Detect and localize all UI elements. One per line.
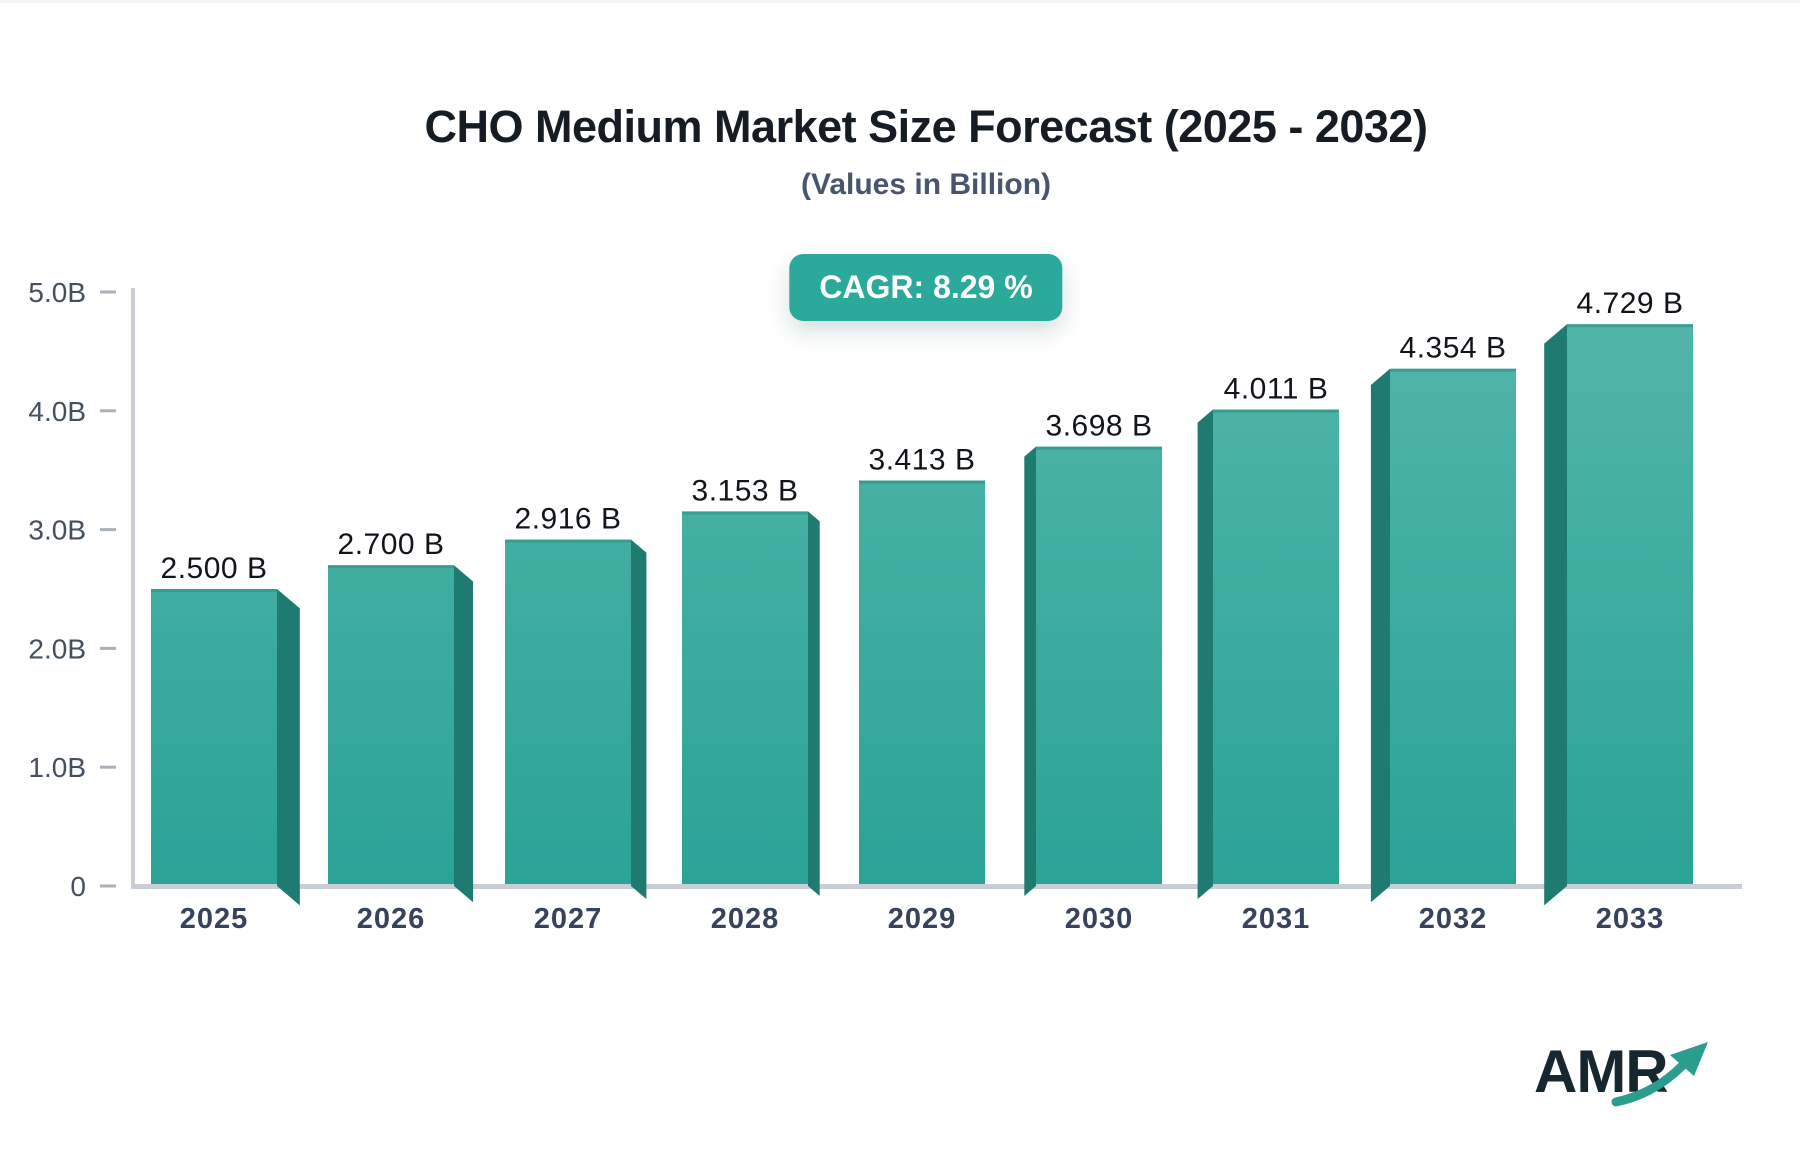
x-axis-line (131, 884, 1742, 889)
bar-2029 (859, 480, 985, 888)
bar-top-edge (1390, 368, 1516, 372)
bar-2032 (1390, 368, 1516, 888)
year-label: 2027 (534, 903, 603, 935)
bar-side-2033 (1544, 324, 1567, 906)
y-tick (100, 409, 116, 413)
bar-side-2025 (277, 589, 300, 906)
chart-header: CHO Medium Market Size Forecast (2025 - … (52, 102, 1800, 202)
bar-labels: 2.500 B 2025 2.700 B 2026 2.916 B 2027 3.153 B… (161, 287, 1684, 935)
bar-2026 (328, 565, 454, 888)
value-label: 4.354 B (1400, 332, 1507, 365)
y-tick-label: 4.0B (28, 396, 86, 427)
y-tick-label: 1.0B (28, 752, 86, 783)
value-label: 3.413 B (869, 444, 976, 477)
y-tick-label: 3.0B (28, 515, 86, 546)
bar-2025 (151, 589, 277, 888)
bar-side-2026 (454, 565, 474, 903)
y-tick (100, 884, 116, 888)
y-tick (100, 646, 116, 650)
year-label: 2028 (711, 903, 780, 935)
bar-top-edge (151, 589, 277, 592)
value-label: 3.698 B (1046, 410, 1153, 443)
value-label: 2.700 B (338, 528, 445, 561)
bar-side-2027 (631, 539, 647, 900)
bar-side-2028 (808, 511, 820, 896)
year-label: 2031 (1242, 903, 1311, 935)
bar-top-edge (1567, 324, 1693, 328)
value-label: 4.011 B (1224, 372, 1329, 405)
bar-top-edge (1213, 409, 1339, 413)
year-label: 2029 (888, 903, 957, 935)
y-tick (100, 528, 116, 532)
bar-top-edge (505, 539, 631, 543)
bar-2027 (505, 539, 631, 888)
growth-arrow-icon (1611, 1042, 1708, 1107)
y-tick (100, 290, 116, 294)
value-label: 2.500 B (161, 552, 268, 585)
bar-2033 (1567, 324, 1693, 888)
bar-side-2031 (1197, 409, 1213, 900)
chart-title: CHO Medium Market Size Forecast (2025 - … (424, 101, 1428, 152)
bar-2028 (682, 511, 808, 888)
bar-2031 (1213, 409, 1339, 888)
y-tick-label: 5.0B (28, 277, 86, 308)
value-label: 3.153 B (692, 474, 799, 507)
y-axis-ticks: 0 1.0B 2.0B 3.0B 4.0B 5.0B (28, 277, 116, 902)
bar-faces (151, 324, 1693, 888)
y-tick-label: 0 (70, 871, 86, 902)
year-label: 2025 (180, 903, 249, 935)
bar-side-2030 (1024, 446, 1036, 896)
bar-top-edge (1036, 446, 1162, 450)
value-label: 4.729 B (1577, 287, 1684, 320)
y-tick-label: 2.0B (28, 633, 86, 664)
y-tick (100, 765, 116, 769)
page-top-border (0, 0, 1800, 3)
cagr-badge: CAGR: 8.29 % (789, 254, 1063, 321)
y-axis-line (131, 288, 135, 889)
year-label: 2033 (1596, 903, 1665, 935)
amr-logo: AMR (1534, 1042, 1754, 1142)
bar-top-edge (859, 480, 985, 484)
bar-2030 (1036, 446, 1162, 888)
value-label: 2.916 B (515, 503, 622, 536)
year-label: 2032 (1419, 903, 1488, 935)
bar-top-edge (682, 511, 808, 515)
bar-top-edge (328, 565, 454, 569)
year-label: 2030 (1065, 903, 1134, 935)
chart-subtitle: (Values in Billion) (800, 167, 1052, 201)
bar-sides (277, 324, 1567, 906)
year-label: 2026 (357, 903, 426, 935)
bar-side-2032 (1370, 368, 1390, 903)
